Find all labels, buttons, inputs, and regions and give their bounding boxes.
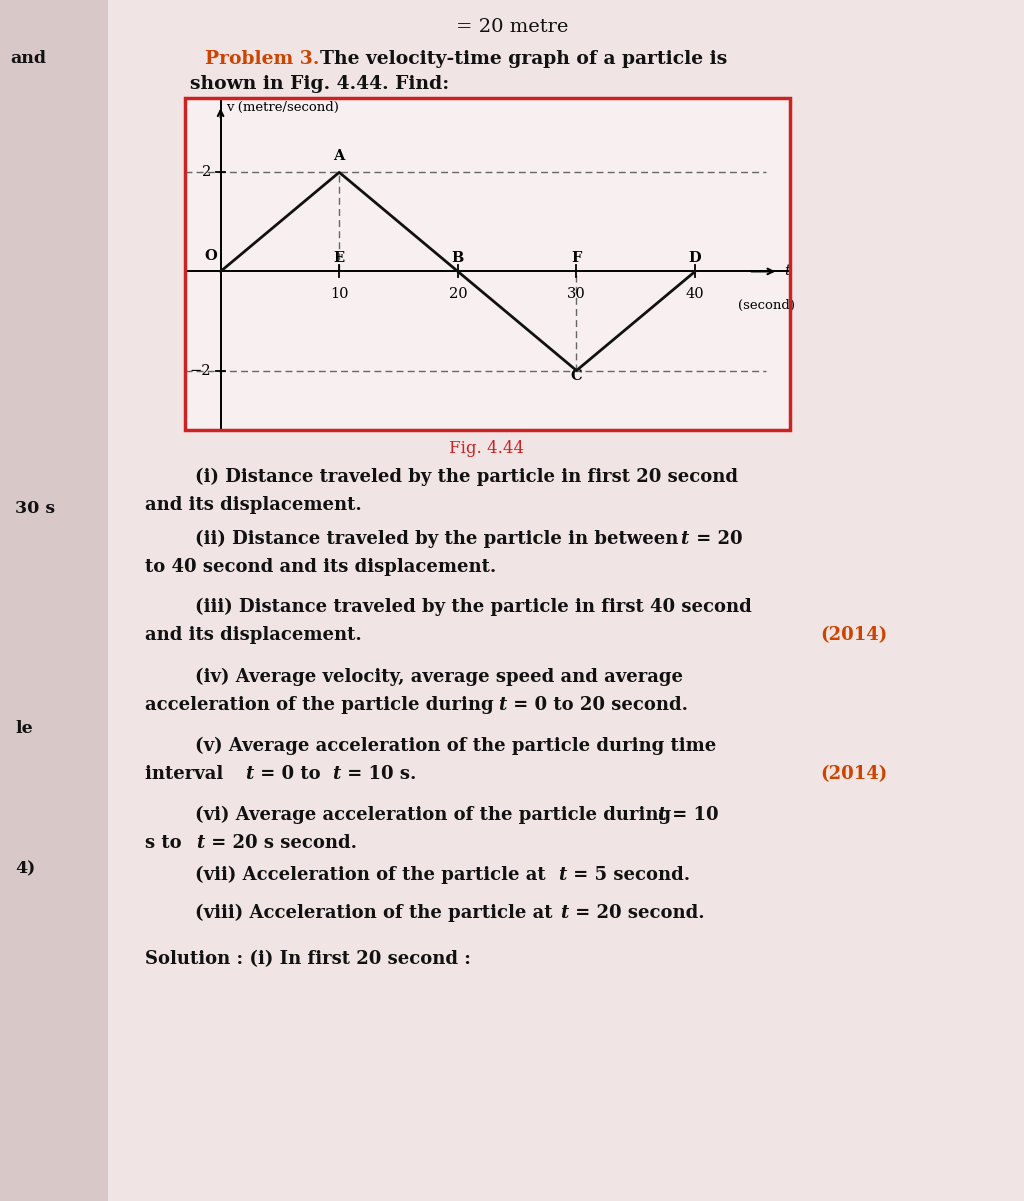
Text: (i) Distance traveled by the particle in first 20 second: (i) Distance traveled by the particle in… — [195, 468, 738, 486]
Text: (v) Average acceleration of the particle during time: (v) Average acceleration of the particle… — [195, 737, 716, 755]
Text: and its displacement.: and its displacement. — [145, 496, 361, 514]
Text: (2014): (2014) — [820, 626, 887, 644]
Text: t: t — [680, 530, 688, 548]
Text: 40: 40 — [686, 287, 705, 301]
Text: v (metre/second): v (metre/second) — [226, 101, 339, 113]
Text: = 20: = 20 — [690, 530, 742, 548]
Text: O: O — [204, 249, 217, 263]
Text: = 20 second.: = 20 second. — [569, 904, 705, 922]
Text: Fig. 4.44: Fig. 4.44 — [450, 440, 524, 458]
Text: Problem 3.: Problem 3. — [205, 50, 319, 68]
Text: Solution : (i) In first 20 second :: Solution : (i) In first 20 second : — [145, 950, 471, 968]
Text: 2: 2 — [202, 166, 211, 179]
Text: 20: 20 — [449, 287, 467, 301]
Text: and its displacement.: and its displacement. — [145, 626, 361, 644]
Text: t: t — [245, 765, 253, 783]
Text: t: t — [784, 264, 791, 279]
Text: t: t — [560, 904, 568, 922]
Text: s to: s to — [145, 833, 187, 852]
Text: A: A — [334, 149, 345, 163]
Text: E: E — [334, 251, 345, 265]
Text: = 0 to 20 second.: = 0 to 20 second. — [507, 697, 688, 715]
Text: = 10 s.: = 10 s. — [341, 765, 417, 783]
Text: 30: 30 — [567, 287, 586, 301]
Text: = 10: = 10 — [666, 806, 719, 824]
Text: t: t — [558, 866, 566, 884]
Text: = 5 second.: = 5 second. — [567, 866, 690, 884]
Text: B: B — [452, 251, 464, 265]
Text: (iii) Distance traveled by the particle in first 40 second: (iii) Distance traveled by the particle … — [195, 598, 752, 616]
Text: C: C — [570, 369, 583, 383]
Text: (viii) Acceleration of the particle at: (viii) Acceleration of the particle at — [195, 904, 559, 922]
Text: = 0 to: = 0 to — [254, 765, 327, 783]
Text: (ii) Distance traveled by the particle in between: (ii) Distance traveled by the particle i… — [195, 530, 685, 548]
Text: 30 s: 30 s — [15, 500, 55, 516]
Text: t: t — [498, 697, 507, 715]
Text: (vi) Average acceleration of the particle during: (vi) Average acceleration of the particl… — [195, 806, 677, 824]
Text: (vii) Acceleration of the particle at: (vii) Acceleration of the particle at — [195, 866, 552, 884]
Text: acceleration of the particle during: acceleration of the particle during — [145, 697, 500, 715]
Text: (2014): (2014) — [820, 765, 887, 783]
Text: = 20 metre: = 20 metre — [456, 18, 568, 36]
Text: t: t — [196, 833, 205, 852]
Text: (iv) Average velocity, average speed and average: (iv) Average velocity, average speed and… — [195, 668, 683, 686]
Text: F: F — [571, 251, 582, 265]
FancyBboxPatch shape — [108, 0, 1024, 1201]
Text: −2: −2 — [189, 364, 211, 377]
Text: = 20 s second.: = 20 s second. — [205, 833, 357, 852]
Text: 4): 4) — [15, 860, 35, 877]
Text: and: and — [10, 50, 46, 67]
Text: interval: interval — [145, 765, 229, 783]
Text: 10: 10 — [330, 287, 348, 301]
Text: t: t — [657, 806, 666, 824]
Text: shown in Fig. 4.44. Find:: shown in Fig. 4.44. Find: — [190, 74, 450, 92]
Text: le: le — [15, 721, 33, 737]
Text: D: D — [689, 251, 701, 265]
Text: to 40 second and its displacement.: to 40 second and its displacement. — [145, 558, 497, 576]
Text: t: t — [332, 765, 340, 783]
Text: (second): (second) — [737, 299, 795, 312]
Text: The velocity-time graph of a particle is: The velocity-time graph of a particle is — [319, 50, 727, 68]
